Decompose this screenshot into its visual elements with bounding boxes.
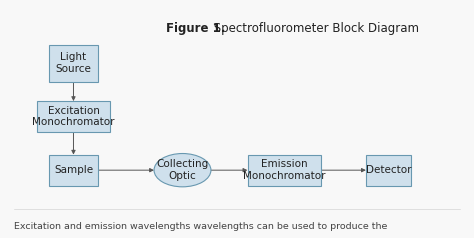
Bar [48, 155, 99, 186]
Text: Figure 1.: Figure 1. [166, 22, 225, 35]
Text: Detector: Detector [366, 165, 411, 175]
Text: Spectrofluorometer Block Diagram: Spectrofluorometer Block Diagram [210, 22, 419, 35]
Text: Collecting
Optic: Collecting Optic [156, 159, 209, 181]
Bar [48, 45, 99, 82]
Bar [247, 155, 321, 186]
Text: Sample: Sample [54, 165, 93, 175]
Bar [36, 101, 110, 132]
Ellipse shape [154, 154, 211, 187]
Bar [366, 155, 411, 186]
Text: Excitation
Monochromator: Excitation Monochromator [32, 106, 115, 127]
Text: Excitation and emission wavelengths wavelengths can be used to produce the: Excitation and emission wavelengths wave… [14, 222, 388, 231]
Text: Light
Source: Light Source [55, 52, 91, 74]
Text: Emission
Monochromator: Emission Monochromator [243, 159, 326, 181]
